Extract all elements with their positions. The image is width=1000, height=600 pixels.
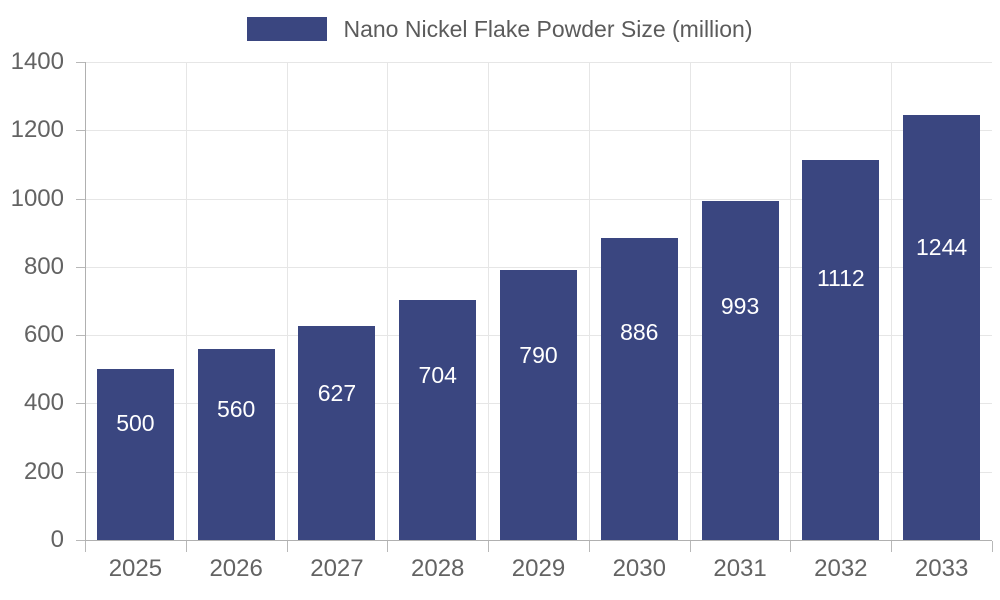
x-gridline — [287, 62, 288, 540]
y-axis-spine — [85, 62, 86, 541]
x-gridline — [186, 62, 187, 540]
x-axis-tick-mark — [690, 541, 691, 552]
x-axis-tick-mark — [891, 541, 892, 552]
y-axis-tick-label: 800 — [23, 252, 64, 280]
bar[interactable]: 1112 — [802, 160, 880, 540]
bar-value-label: 790 — [519, 341, 558, 368]
y-axis-tick-label: 1000 — [10, 184, 64, 212]
x-gridline — [589, 62, 590, 540]
bar-value-label: 560 — [216, 396, 256, 423]
plot-area: 500 560 627 704 790 886 993 1112 1244 — [85, 62, 992, 541]
y-axis-tick-label: 600 — [23, 321, 64, 349]
x-gridline — [690, 62, 691, 540]
x-axis-tick-label: 2027 — [310, 555, 364, 582]
bar-value-label: 993 — [720, 293, 760, 320]
y-gridline — [85, 198, 992, 200]
x-gridline — [891, 62, 892, 540]
y-axis-tick-mark — [76, 471, 85, 473]
x-axis-tick-mark — [488, 541, 489, 552]
bar-value-label: 1112 — [816, 265, 865, 292]
x-gridline — [488, 62, 489, 540]
bar-value-label: 500 — [116, 410, 155, 437]
y-gridline — [85, 62, 992, 63]
bar[interactable]: 500 — [96, 369, 174, 540]
y-axis-tick-mark — [76, 403, 85, 405]
x-axis-tick-label: 2031 — [713, 555, 767, 582]
bar[interactable]: 790 — [499, 270, 578, 540]
x-gridline — [387, 62, 388, 540]
x-axis-spine — [85, 540, 992, 541]
x-axis-tick-mark — [85, 541, 86, 552]
x-axis-tick-mark — [186, 541, 187, 552]
x-axis-tick-mark — [589, 541, 590, 552]
y-axis-tick-label: 200 — [23, 457, 64, 485]
x-axis-tick-label: 2029 — [511, 555, 566, 582]
y-axis-tick-mark — [76, 62, 85, 63]
x-axis-tick-label: 2033 — [914, 555, 969, 582]
legend-color-swatch — [247, 17, 328, 41]
bar[interactable]: 560 — [197, 348, 275, 540]
legend-label: Nano Nickel Flake Powder Size (million) — [343, 15, 753, 42]
y-axis-tick-mark — [76, 266, 85, 268]
y-axis-tick-labels: 0 200 400 600 800 1000 1200 1400 — [0, 0, 64, 600]
bar-value-label: 1244 — [916, 233, 968, 260]
x-axis-tick-mark — [790, 541, 791, 552]
bar-value-label: 704 — [418, 361, 457, 388]
bar-value-label: 627 — [317, 380, 357, 407]
x-axis-tick-mark — [287, 541, 288, 552]
x-axis-tick-label: 2026 — [209, 555, 263, 582]
x-axis-tick-label: 2028 — [411, 555, 465, 582]
chart-legend: Nano Nickel Flake Powder Size (million) — [0, 14, 1000, 44]
y-axis-tick-label: 0 — [50, 526, 64, 553]
y-axis-tick-label: 1200 — [10, 116, 64, 144]
y-gridline — [85, 130, 992, 132]
x-axis-tick-label: 2025 — [108, 555, 163, 582]
y-axis-tick-mark — [76, 335, 85, 337]
y-axis-tick-mark — [76, 540, 85, 541]
y-axis-tick-mark — [76, 198, 85, 200]
bar-value-label: 886 — [620, 318, 659, 345]
y-axis-tick-label: 400 — [23, 389, 64, 417]
y-axis-tick-mark — [76, 130, 85, 132]
bar[interactable]: 704 — [399, 299, 477, 540]
bar[interactable]: 993 — [701, 200, 779, 540]
bar[interactable]: 886 — [600, 237, 678, 540]
y-axis-tick-label: 1400 — [10, 48, 64, 75]
x-gridline — [790, 62, 791, 540]
y-gridline — [85, 266, 992, 268]
bar[interactable]: 627 — [298, 325, 376, 540]
x-axis-tick-mark — [992, 541, 993, 552]
x-axis-tick-label: 2032 — [814, 555, 868, 582]
x-axis-tick-label: 2030 — [612, 555, 666, 582]
bar[interactable]: 1244 — [903, 115, 981, 540]
x-axis-tick-mark — [387, 541, 388, 552]
